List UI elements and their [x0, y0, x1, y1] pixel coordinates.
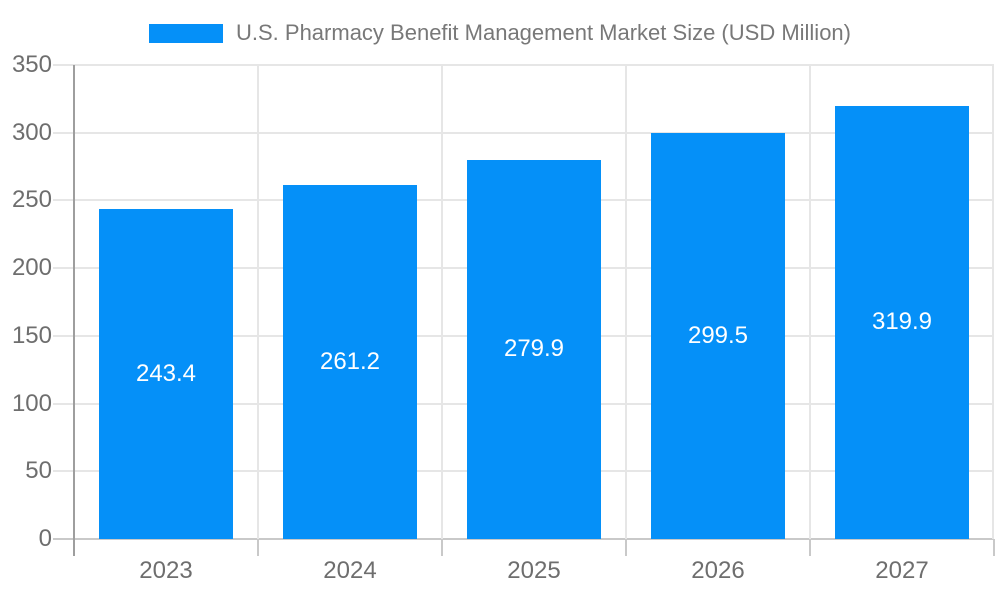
x-gridline: [809, 65, 811, 539]
x-gridline: [257, 65, 259, 539]
x-gridline: [441, 65, 443, 539]
y-tick-label: 250: [11, 186, 52, 214]
y-gridline: [74, 64, 994, 66]
bar[interactable]: 299.5: [651, 133, 785, 539]
y-axis-tick: [53, 199, 74, 202]
y-gridline: [74, 538, 994, 540]
bar[interactable]: 279.9: [467, 159, 601, 539]
bar[interactable]: 261.2: [283, 185, 417, 539]
x-axis-tick: [441, 539, 443, 556]
x-axis-label: 2024: [323, 557, 377, 584]
x-gridline: [992, 65, 994, 539]
y-tick-label: 300: [11, 118, 52, 146]
bar-value-label: 319.9: [871, 308, 933, 336]
plot-area: 243.4 261.2 279.9 299.5 319.9: [53, 64, 994, 540]
bar[interactable]: 319.9: [835, 105, 969, 539]
y-axis-tick: [53, 267, 74, 270]
y-gridline: [74, 131, 994, 134]
bar[interactable]: 243.4: [99, 209, 233, 539]
x-axis-tick: [257, 539, 259, 556]
x-axis-label: 2027: [875, 557, 929, 584]
y-axis-tick: [53, 131, 74, 134]
y-axis-tick: [53, 402, 74, 405]
y-tick-label: 50: [25, 457, 52, 485]
legend[interactable]: U.S. Pharmacy Benefit Management Market …: [0, 14, 1000, 52]
y-axis-tick: [53, 538, 74, 540]
y-tick-label: 150: [11, 321, 52, 349]
y-tick-label: 100: [11, 389, 52, 417]
x-axis-label: 2023: [139, 557, 193, 584]
x-gridline: [625, 65, 627, 539]
x-axis-tick: [625, 539, 627, 556]
x-axis-tick: [993, 539, 995, 556]
x-axis-label: 2026: [691, 557, 745, 584]
y-axis-line: [73, 65, 75, 556]
y-tick-label: 0: [38, 525, 52, 552]
y-tick-label: 350: [11, 51, 52, 78]
bar-value-label: 299.5: [687, 322, 749, 350]
y-axis-tick: [53, 470, 74, 473]
x-axis-label: 2025: [507, 557, 561, 584]
bar-value-label: 243.4: [135, 360, 197, 388]
y-tick-label: 200: [11, 254, 52, 282]
x-axis-tick: [809, 539, 811, 556]
legend-swatch-icon: [149, 23, 223, 43]
bar-value-label: 279.9: [503, 335, 565, 363]
y-axis-tick: [53, 334, 74, 337]
legend-series-label: U.S. Pharmacy Benefit Management Market …: [236, 20, 851, 45]
bar-value-label: 261.2: [319, 348, 381, 376]
y-axis-tick: [53, 64, 74, 66]
